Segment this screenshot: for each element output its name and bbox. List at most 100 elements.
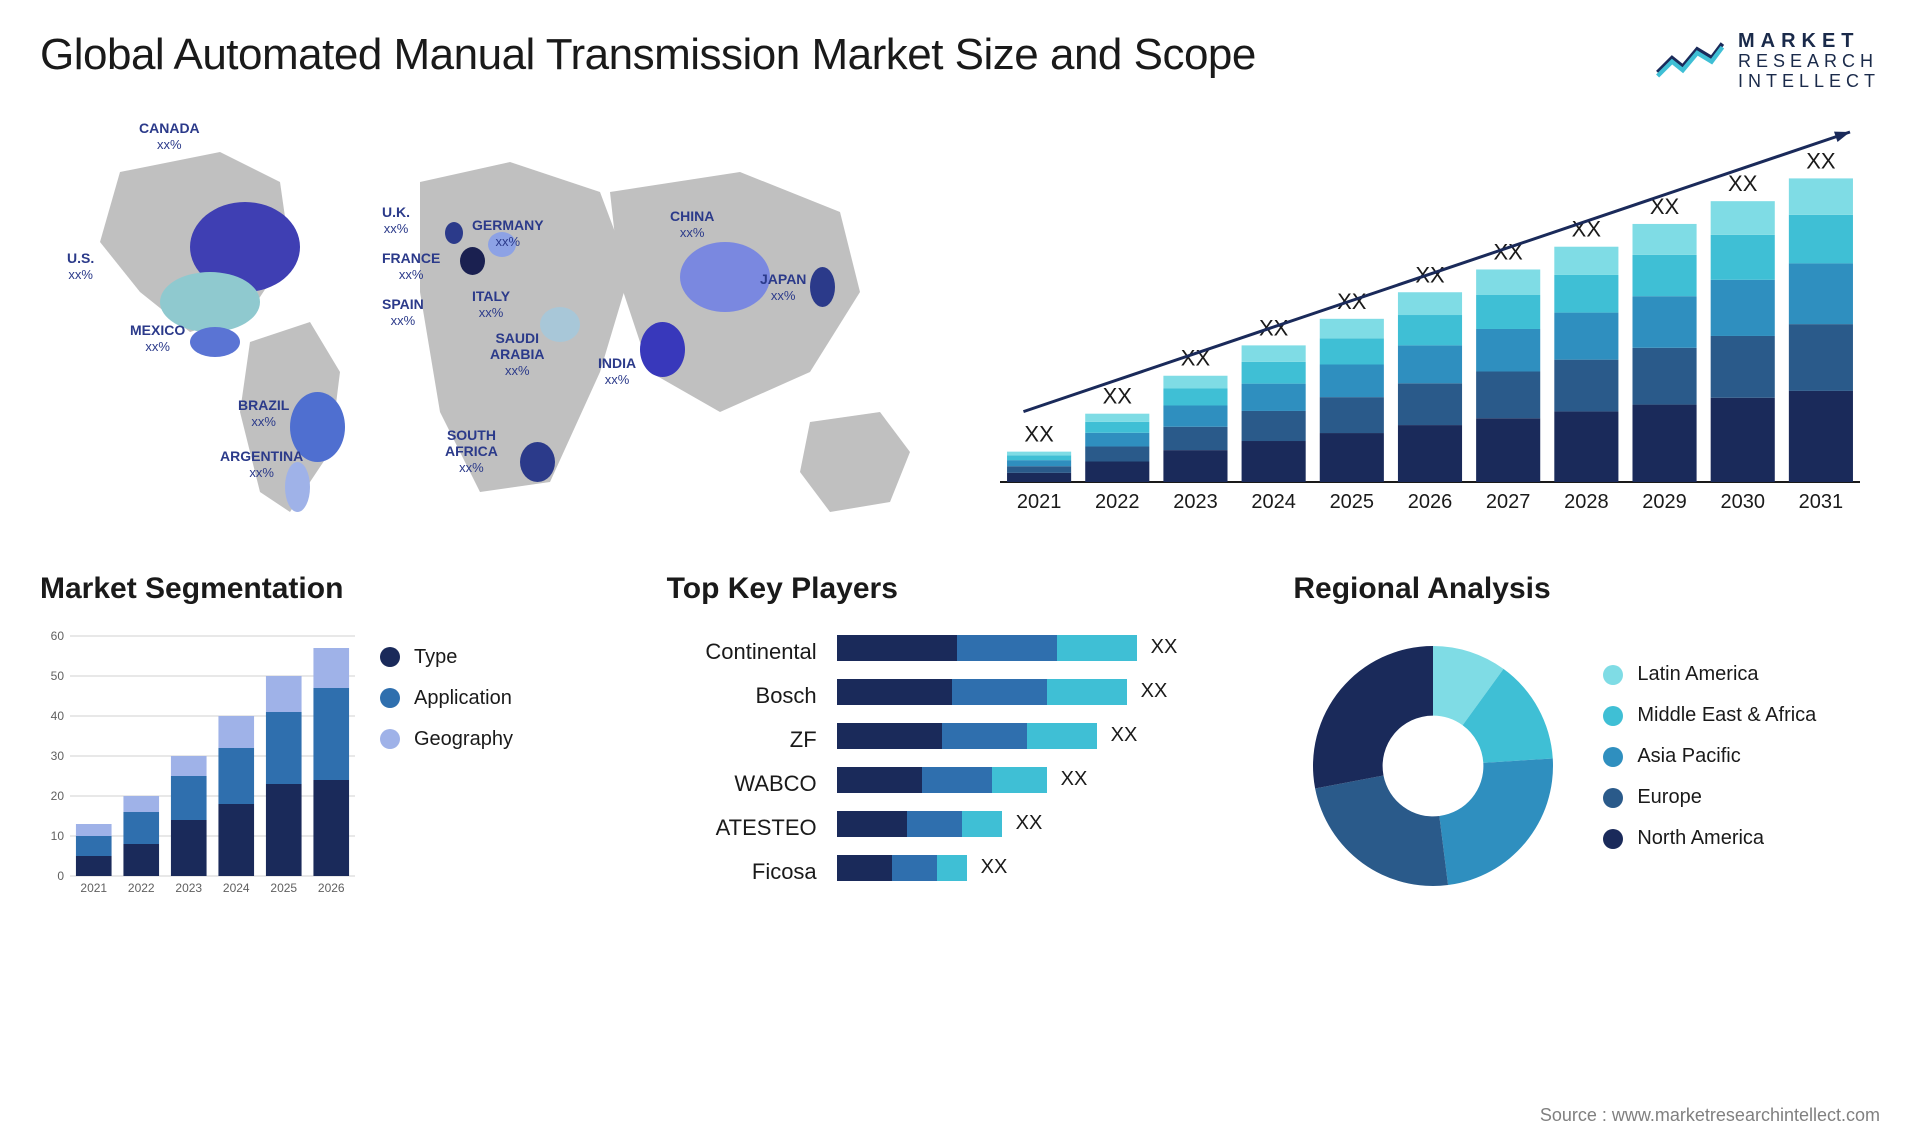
regional-title: Regional Analysis: [1293, 572, 1880, 606]
legend-label: Geography: [414, 728, 513, 751]
map-label: U.K.xx%: [382, 204, 410, 237]
map-label: JAPANxx%: [760, 271, 806, 304]
players-title: Top Key Players: [667, 572, 1254, 606]
market-size-chart: XX2021XX2022XX2023XX2024XX2025XX2026XX20…: [980, 112, 1880, 532]
svg-text:2026: 2026: [1408, 491, 1453, 513]
players-bars: XX XX XX XX XX XX: [837, 626, 1254, 890]
map-label: SOUTHAFRICAxx%: [445, 427, 498, 476]
players-panel: Top Key Players ContinentalBoschZFWABCOA…: [667, 572, 1254, 906]
logo-mark-icon: [1654, 33, 1726, 88]
svg-text:2022: 2022: [128, 881, 155, 895]
legend-item: North America: [1603, 827, 1880, 850]
legend-item: Geography: [380, 728, 627, 751]
page-title: Global Automated Manual Transmission Mar…: [40, 30, 1256, 80]
legend-dot-icon: [1603, 829, 1623, 849]
legend-item: Asia Pacific: [1603, 745, 1880, 768]
regional-panel: Regional Analysis Latin America Middle Ea…: [1293, 572, 1880, 906]
svg-text:40: 40: [51, 709, 65, 723]
svg-text:60: 60: [51, 629, 65, 643]
player-name: Bosch: [667, 674, 817, 718]
legend-label: North America: [1637, 827, 1764, 850]
player-name: Ficosa: [667, 850, 817, 894]
legend-label: Type: [414, 646, 457, 669]
regional-donut: [1293, 626, 1573, 906]
player-name: ZF: [667, 718, 817, 762]
legend-dot-icon: [380, 688, 400, 708]
segmentation-title: Market Segmentation: [40, 572, 627, 606]
svg-text:20: 20: [51, 789, 65, 803]
map-label: INDIAxx%: [598, 355, 636, 388]
svg-text:2030: 2030: [1720, 491, 1765, 513]
player-bar-row: XX: [837, 758, 1254, 802]
svg-text:2025: 2025: [1330, 491, 1375, 513]
legend-dot-icon: [380, 647, 400, 667]
svg-text:XX: XX: [1728, 171, 1758, 196]
svg-text:2023: 2023: [1173, 491, 1218, 513]
svg-text:2031: 2031: [1799, 491, 1844, 513]
regional-legend: Latin America Middle East & Africa Asia Pa…: [1603, 663, 1880, 868]
svg-text:2024: 2024: [1251, 491, 1296, 513]
map-label: ARGENTINAxx%: [220, 448, 303, 481]
player-value: XX: [981, 856, 1008, 879]
map-label: ITALYxx%: [472, 288, 510, 321]
brand-logo: MARKET RESEARCH INTELLECT: [1654, 30, 1880, 92]
svg-text:XX: XX: [1024, 421, 1054, 446]
map-label: GERMANYxx%: [472, 217, 544, 250]
player-name: Continental: [667, 630, 817, 674]
svg-text:50: 50: [51, 669, 65, 683]
player-value: XX: [1061, 768, 1088, 791]
player-bar-row: XX: [837, 626, 1254, 670]
segmentation-legend: Type Application Geography: [380, 626, 627, 769]
legend-label: Middle East & Africa: [1637, 704, 1816, 727]
svg-text:XX: XX: [1806, 148, 1836, 173]
map-label: BRAZILxx%: [238, 397, 289, 430]
svg-text:2027: 2027: [1486, 491, 1531, 513]
player-name: WABCO: [667, 762, 817, 806]
legend-dot-icon: [380, 729, 400, 749]
logo-text-3: INTELLECT: [1738, 72, 1880, 92]
player-value: XX: [1141, 680, 1168, 703]
player-bar-row: XX: [837, 714, 1254, 758]
logo-text-1: MARKET: [1738, 30, 1880, 52]
map-label: FRANCExx%: [382, 250, 440, 283]
map-label: U.S.xx%: [67, 250, 94, 283]
legend-label: Asia Pacific: [1637, 745, 1740, 768]
svg-text:2023: 2023: [175, 881, 202, 895]
legend-dot-icon: [1603, 665, 1623, 685]
legend-item: Europe: [1603, 786, 1880, 809]
svg-text:2021: 2021: [1017, 491, 1062, 513]
svg-text:0: 0: [57, 869, 64, 883]
svg-text:2026: 2026: [318, 881, 345, 895]
legend-item: Middle East & Africa: [1603, 704, 1880, 727]
svg-text:2022: 2022: [1095, 491, 1140, 513]
svg-text:2028: 2028: [1564, 491, 1609, 513]
map-label: MEXICOxx%: [130, 322, 185, 355]
legend-item: Latin America: [1603, 663, 1880, 686]
segmentation-panel: Market Segmentation 01020304050602021202…: [40, 572, 627, 906]
players-labels: ContinentalBoschZFWABCOATESTEOFicosa: [667, 626, 817, 894]
logo-text-2: RESEARCH: [1738, 52, 1880, 72]
legend-label: Latin America: [1637, 663, 1758, 686]
svg-text:10: 10: [51, 829, 65, 843]
segmentation-chart: 0102030405060202120222023202420252026: [40, 626, 360, 906]
svg-text:2024: 2024: [223, 881, 250, 895]
player-value: XX: [1151, 636, 1178, 659]
svg-text:2021: 2021: [80, 881, 107, 895]
player-value: XX: [1016, 812, 1043, 835]
legend-item: Application: [380, 687, 627, 710]
legend-dot-icon: [1603, 788, 1623, 808]
source-attribution: Source : www.marketresearchintellect.com: [1540, 1105, 1880, 1126]
legend-label: Application: [414, 687, 512, 710]
map-label: CHINAxx%: [670, 208, 714, 241]
world-map: CANADAxx% U.S.xx% MEXICOxx% BRAZILxx% ARGENT…: [40, 112, 940, 532]
map-label: SAUDIARABIAxx%: [490, 330, 544, 379]
svg-text:2025: 2025: [270, 881, 297, 895]
legend-label: Europe: [1637, 786, 1702, 809]
player-bar-row: XX: [837, 670, 1254, 714]
legend-item: Type: [380, 646, 627, 669]
legend-dot-icon: [1603, 706, 1623, 726]
player-name: ATESTEO: [667, 806, 817, 850]
map-label: CANADAxx%: [139, 120, 200, 153]
legend-dot-icon: [1603, 747, 1623, 767]
svg-text:2029: 2029: [1642, 491, 1687, 513]
